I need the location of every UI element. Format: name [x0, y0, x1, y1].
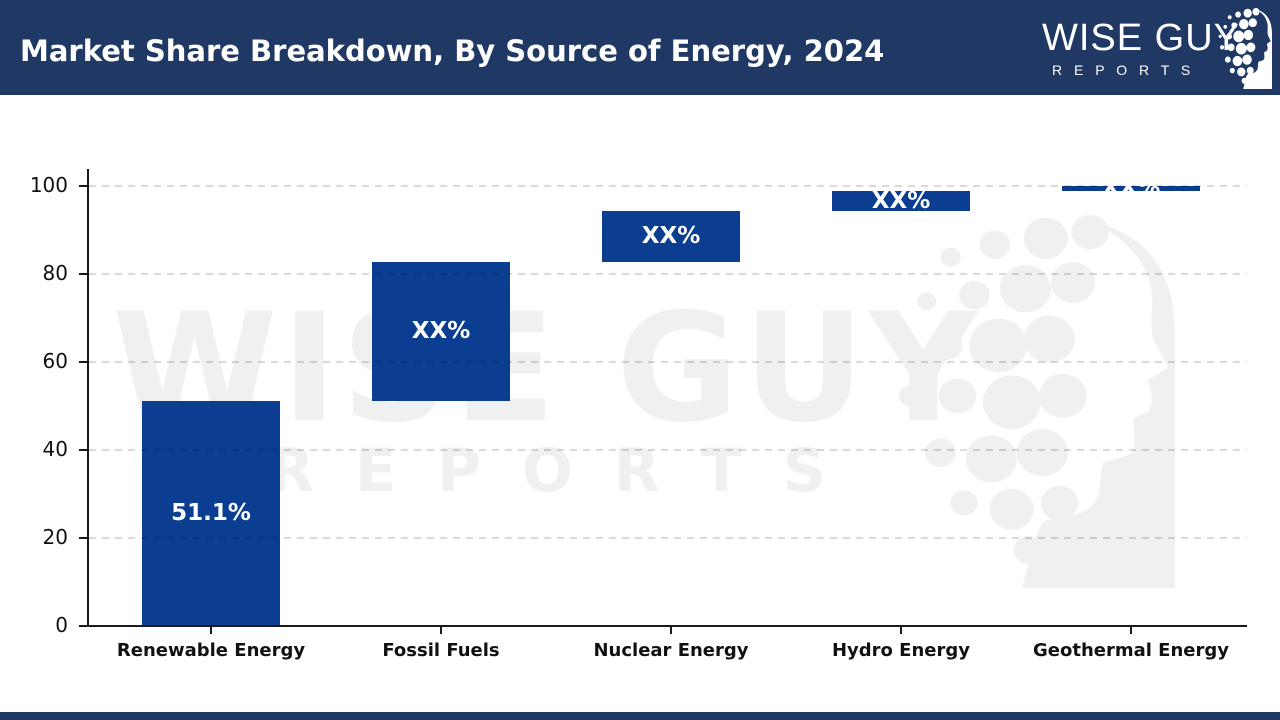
y-tick-mark — [79, 360, 88, 363]
x-tick-mark — [670, 627, 672, 634]
gridline — [89, 272, 1247, 275]
watermark-subtext: R E P O R T S — [268, 436, 836, 506]
y-tick-mark — [79, 624, 88, 627]
bar — [832, 190, 970, 211]
y-tick-mark — [79, 536, 88, 539]
x-tick-label: Fossil Fuels — [382, 640, 500, 661]
logo: WISE GUY R E P O R T S — [1026, 4, 1276, 94]
bar — [602, 210, 740, 263]
y-tick-mark — [79, 184, 88, 187]
x-tick-mark — [900, 627, 902, 634]
bar-value-label: XX% — [1101, 175, 1161, 202]
bar — [142, 400, 280, 626]
footer-bar — [0, 712, 1280, 720]
x-tick-mark — [1130, 627, 1132, 634]
x-tick-mark — [440, 627, 442, 634]
y-tick-label: 100 — [29, 172, 68, 197]
bar-value-label: XX% — [411, 318, 471, 345]
y-axis-line — [87, 169, 89, 627]
x-tick-label: Geothermal Energy — [1032, 640, 1229, 661]
bar — [372, 262, 510, 401]
logo-head-icon — [1218, 8, 1272, 89]
gridline — [89, 536, 1247, 539]
bar-value-label: XX% — [871, 187, 931, 214]
gridline — [89, 184, 1247, 187]
y-tick-label: 0 — [55, 612, 68, 637]
logo-wordmark: WISE GUY — [1042, 17, 1241, 59]
x-tick-mark — [210, 627, 212, 634]
x-tick-label: Hydro Energy — [831, 640, 970, 661]
y-tick-mark — [79, 272, 88, 275]
bar — [1062, 185, 1200, 191]
x-tick-label: Renewable Energy — [116, 640, 306, 661]
x-tick-label: Nuclear Energy — [593, 640, 749, 661]
bar-value-label: XX% — [641, 223, 701, 250]
bar-value-label: 51.1% — [171, 500, 251, 527]
header: Market Share Breakdown, By Source of Ene… — [0, 0, 1280, 95]
y-tick-label: 80 — [42, 260, 68, 285]
x-axis-line — [87, 625, 1247, 627]
page-title: Market Share Breakdown, By Source of Ene… — [20, 34, 885, 68]
y-tick-label: 60 — [42, 348, 68, 373]
gridline — [89, 448, 1247, 451]
y-tick-label: 40 — [42, 436, 68, 461]
y-tick-mark — [79, 448, 88, 451]
logo-subtext: R E P O R T S — [1052, 62, 1195, 78]
y-tick-label: 20 — [42, 524, 68, 549]
gridline — [89, 360, 1247, 363]
